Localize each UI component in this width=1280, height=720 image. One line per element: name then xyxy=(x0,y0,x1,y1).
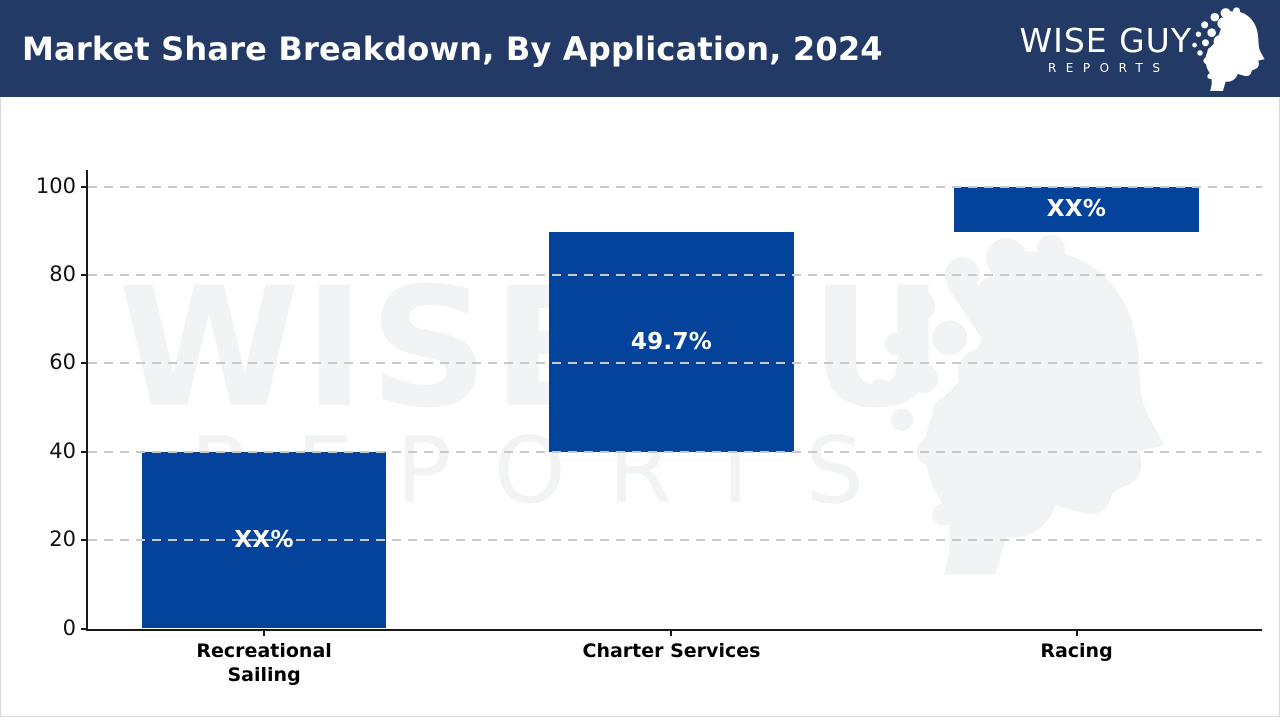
x-axis-category-label-racing: Racing xyxy=(927,640,1227,664)
y-axis-tick-label: 100 xyxy=(35,173,76,198)
y-axis-tick-label: 20 xyxy=(49,527,76,552)
y-axis-tick-label: 80 xyxy=(49,261,76,286)
y-axis-spine xyxy=(86,170,88,631)
bar-charter-services xyxy=(549,232,794,452)
x-axis-category-line: Recreational xyxy=(196,640,332,662)
logo-text: WISE GUY REPORTS xyxy=(1019,24,1192,75)
x-axis-tick-recreational-sailing xyxy=(263,629,266,636)
gridline-y-40 xyxy=(88,450,1262,453)
x-axis-category-label-recreational-sailing: Recreational Sailing xyxy=(114,640,414,688)
y-axis-tick-0 xyxy=(81,627,88,630)
watermark-head-profile-icon xyxy=(870,234,1165,575)
gridline-y-100 xyxy=(88,185,1262,188)
logo-subtitle: REPORTS xyxy=(1047,60,1170,75)
gridline-y-80 xyxy=(88,273,1262,276)
y-axis-tick-20 xyxy=(81,539,88,542)
x-axis-spine xyxy=(86,629,1262,631)
y-axis-tick-100 xyxy=(81,185,88,188)
bar-label-layer-charter-services: 49.7% xyxy=(549,232,793,452)
x-axis-tick-racing xyxy=(1075,629,1078,636)
y-axis-tick-80 xyxy=(81,273,88,276)
gridline-y-20 xyxy=(88,539,1262,542)
logo-name: WISE GUY xyxy=(1019,20,1192,60)
bar-racing xyxy=(954,186,1199,233)
x-axis-category-line: Charter Services xyxy=(582,640,761,662)
chart-area: WISE GUY REPORTS 0 20 40 60 80 100 XX% Recreati… xyxy=(0,97,1280,717)
x-axis-category-label-charter-services: Charter Services xyxy=(521,640,821,664)
bar-label-layer-racing: XX% xyxy=(954,187,1198,233)
wise-guy-reports-logo: WISE GUY REPORTS xyxy=(1019,6,1270,92)
x-axis-tick-charter-services xyxy=(670,629,673,636)
y-axis-tick-label: 40 xyxy=(49,438,76,463)
bar-value-label-charter-services: 49.7% xyxy=(630,328,713,355)
y-axis-tick-label: 60 xyxy=(49,350,76,375)
gridline-y-60 xyxy=(88,362,1262,365)
bar-value-label-recreational-sailing: XX% xyxy=(234,527,294,554)
bar-label-layer-recreational-sailing: XX% xyxy=(142,452,386,629)
bar-value-label-racing: XX% xyxy=(1046,196,1107,223)
x-axis-category-line: Sailing xyxy=(227,663,301,686)
y-axis-tick-60 xyxy=(81,362,88,365)
y-axis-tick-label: 0 xyxy=(62,615,76,640)
header-banner: Market Share Breakdown, By Application, … xyxy=(0,0,1280,97)
page-title: Market Share Breakdown, By Application, … xyxy=(22,29,883,68)
x-axis-category-line: Racing xyxy=(1040,640,1113,662)
dotted-head-profile-icon xyxy=(1192,7,1265,91)
y-axis-tick-40 xyxy=(81,450,88,453)
